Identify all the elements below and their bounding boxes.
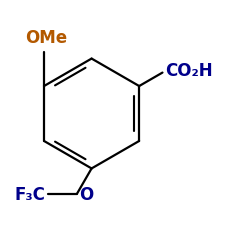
Text: O: O [79, 186, 94, 204]
Text: CO₂H: CO₂H [165, 62, 212, 80]
Text: OMe: OMe [25, 29, 67, 47]
Text: F₃C: F₃C [15, 186, 46, 204]
